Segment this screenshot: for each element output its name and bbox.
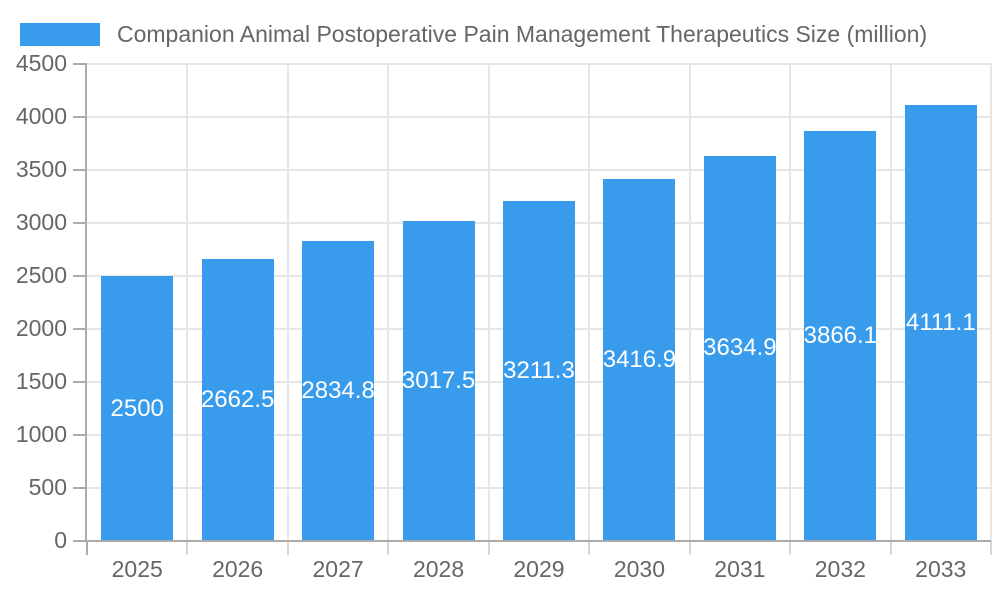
y-axis-tick xyxy=(73,275,87,277)
x-gridline xyxy=(186,64,189,541)
y-axis-label: 2000 xyxy=(15,315,67,341)
x-axis-tick xyxy=(487,541,490,555)
x-axis-label: 2030 xyxy=(613,556,666,582)
x-axis-tick xyxy=(588,541,591,555)
x-axis-label: 2031 xyxy=(714,556,766,582)
x-axis-tick xyxy=(990,541,992,555)
x-axis-tick xyxy=(387,541,390,555)
x-axis-label: 2026 xyxy=(212,556,264,582)
chart-title: Companion Animal Postoperative Pain Mana… xyxy=(117,21,928,47)
x-gridline xyxy=(889,64,892,541)
x-gridline xyxy=(688,64,691,541)
x-axis-tick xyxy=(86,541,88,555)
y-axis-label: 0 xyxy=(54,527,67,553)
y-axis-tick xyxy=(73,328,87,330)
bar-2030[interactable] xyxy=(603,178,676,541)
y-axis-label: 4500 xyxy=(15,50,67,76)
x-axis-tick xyxy=(286,541,289,555)
x-axis-label: 2029 xyxy=(513,556,565,582)
y-axis-label: 2500 xyxy=(15,262,67,288)
x-axis-label: 2025 xyxy=(111,556,163,582)
bar-2026[interactable] xyxy=(201,258,274,541)
y-gridline xyxy=(87,63,991,65)
chart-legend[interactable]: Companion Animal Postoperative Pain Mana… xyxy=(20,22,927,47)
x-gridline xyxy=(487,64,490,541)
x-axis-label: 2033 xyxy=(915,556,967,582)
bar-2025[interactable] xyxy=(101,276,174,541)
y-axis-label: 3000 xyxy=(15,209,67,235)
y-axis-tick xyxy=(73,487,87,489)
legend-swatch-icon xyxy=(20,23,100,46)
y-axis-tick xyxy=(73,116,87,118)
x-axis-tick xyxy=(186,541,189,555)
x-gridline xyxy=(387,64,390,541)
bar-2027[interactable] xyxy=(302,240,375,541)
bar-2032[interactable] xyxy=(804,131,877,541)
y-axis-tick xyxy=(73,434,87,436)
y-axis-tick xyxy=(73,540,87,542)
y-axis-tick xyxy=(73,63,87,65)
y-axis-label: 3500 xyxy=(15,156,67,182)
bar-2033[interactable] xyxy=(904,105,977,541)
x-axis-label: 2028 xyxy=(412,556,465,582)
bar-2029[interactable] xyxy=(503,200,575,541)
x-gridline xyxy=(286,64,289,541)
x-axis-tick xyxy=(889,541,892,555)
x-gridline xyxy=(588,64,591,541)
y-axis-tick xyxy=(73,381,87,383)
x-axis-tick xyxy=(789,541,792,555)
y-axis-label: 4000 xyxy=(15,103,67,129)
x-gridline xyxy=(789,64,792,541)
x-axis-tick xyxy=(688,541,691,555)
y-axis-line xyxy=(85,64,87,541)
x-gridline xyxy=(990,64,992,541)
y-axis-label: 1500 xyxy=(15,368,67,394)
y-axis-tick xyxy=(73,222,87,224)
bar-2031[interactable] xyxy=(703,155,776,541)
y-gridline xyxy=(87,116,991,118)
y-axis-label: 1000 xyxy=(15,421,67,447)
x-axis-label: 2027 xyxy=(312,556,364,582)
bar-2028[interactable] xyxy=(402,221,475,541)
x-axis-label: 2032 xyxy=(814,556,866,582)
y-axis-label: 500 xyxy=(28,474,67,500)
y-axis-tick xyxy=(73,169,87,171)
